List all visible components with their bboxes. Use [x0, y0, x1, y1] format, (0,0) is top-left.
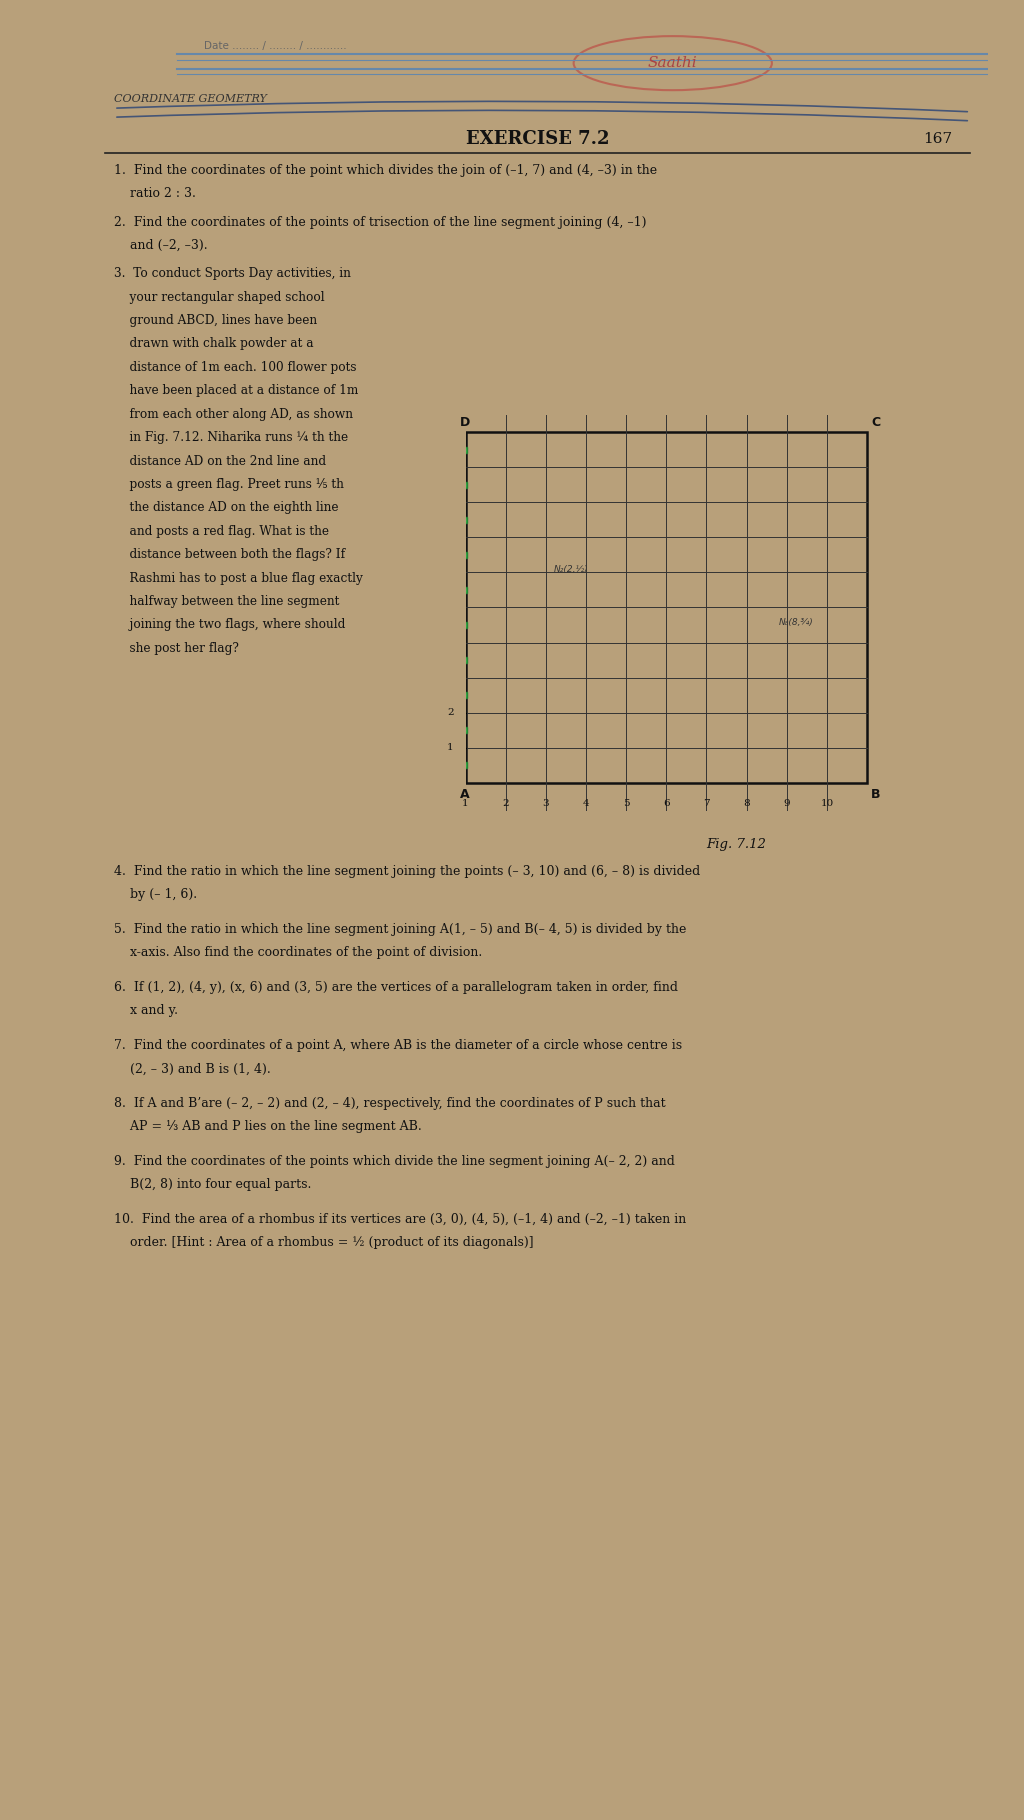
Text: 2.  Find the coordinates of the points of trisection of the line segment joining: 2. Find the coordinates of the points of…: [114, 215, 646, 229]
Text: drawn with chalk powder at a: drawn with chalk powder at a: [114, 337, 313, 351]
Text: halfway between the line segment: halfway between the line segment: [114, 595, 339, 608]
Text: 6.  If (1, 2), (4, y), (x, 6) and (3, 5) are the vertices of a parallelogram tak: 6. If (1, 2), (4, y), (x, 6) and (3, 5) …: [114, 981, 678, 994]
Text: distance of 1m each. 100 flower pots: distance of 1m each. 100 flower pots: [114, 360, 356, 373]
Text: and posts a red flag. What is the: and posts a red flag. What is the: [114, 524, 329, 537]
Text: D: D: [460, 415, 470, 428]
Text: 10: 10: [820, 799, 834, 808]
Text: joining the two flags, where should: joining the two flags, where should: [114, 619, 345, 632]
Text: 1: 1: [462, 799, 469, 808]
Text: N₈(8,¾): N₈(8,¾): [779, 619, 813, 626]
Text: Rashmi has to post a blue flag exactly: Rashmi has to post a blue flag exactly: [114, 571, 362, 584]
Text: posts a green flag. Preet runs ⅕ th: posts a green flag. Preet runs ⅕ th: [114, 479, 344, 491]
Text: 8.  If A and B’are (– 2, – 2) and (2, – 4), respectively, find the coordinates o: 8. If A and B’are (– 2, – 2) and (2, – 4…: [114, 1097, 666, 1110]
Text: in Fig. 7.12. Niharika runs ¼ th the: in Fig. 7.12. Niharika runs ¼ th the: [114, 431, 348, 444]
Text: 4.  Find the ratio in which the line segment joining the points (– 3, 10) and (6: 4. Find the ratio in which the line segm…: [114, 864, 700, 877]
Bar: [466, 431, 867, 783]
Text: B(2, 8) into four equal parts.: B(2, 8) into four equal parts.: [114, 1179, 311, 1192]
Text: from each other along AD, as shown: from each other along AD, as shown: [114, 408, 353, 420]
Text: 8: 8: [743, 799, 750, 808]
Text: 2: 2: [503, 799, 509, 808]
Text: the distance AD on the eighth line: the distance AD on the eighth line: [114, 501, 339, 515]
Text: distance between both the flags? If: distance between both the flags? If: [114, 548, 345, 561]
Text: by (– 1, 6).: by (– 1, 6).: [114, 888, 198, 901]
Text: AP = ⅓ AB and P lies on the line segment AB.: AP = ⅓ AB and P lies on the line segment…: [114, 1121, 422, 1134]
Text: 3.  To conduct Sports Day activities, in: 3. To conduct Sports Day activities, in: [114, 268, 351, 280]
Text: have been placed at a distance of 1m: have been placed at a distance of 1m: [114, 384, 358, 397]
Text: she post her flag?: she post her flag?: [114, 642, 239, 655]
Text: COORDINATE GEOMETRY: COORDINATE GEOMETRY: [114, 95, 267, 104]
Text: your rectangular shaped school: your rectangular shaped school: [114, 291, 325, 304]
Text: order. [Hint : Area of a rhombus = ½ (product of its diagonals)]: order. [Hint : Area of a rhombus = ½ (pr…: [114, 1236, 534, 1250]
Text: 167: 167: [923, 131, 952, 146]
Text: distance AD on the 2nd line and: distance AD on the 2nd line and: [114, 455, 327, 468]
Text: (2, – 3) and B is (1, 4).: (2, – 3) and B is (1, 4).: [114, 1063, 270, 1076]
Text: 10.  Find the area of a rhombus if its vertices are (3, 0), (4, 5), (–1, 4) and : 10. Find the area of a rhombus if its ve…: [114, 1214, 686, 1227]
Text: 5: 5: [623, 799, 630, 808]
Text: 9.  Find the coordinates of the points which divide the line segment joining A(–: 9. Find the coordinates of the points wh…: [114, 1156, 675, 1168]
Text: 9: 9: [783, 799, 791, 808]
Text: 2: 2: [446, 708, 454, 717]
Text: x-axis. Also find the coordinates of the point of division.: x-axis. Also find the coordinates of the…: [114, 946, 482, 959]
Text: Saathi: Saathi: [648, 56, 697, 71]
Text: 1: 1: [446, 743, 454, 752]
Text: EXERCISE 7.2: EXERCISE 7.2: [466, 129, 609, 147]
Text: 7: 7: [703, 799, 710, 808]
Text: x and y.: x and y.: [114, 1005, 178, 1017]
Text: ground ABCD, lines have been: ground ABCD, lines have been: [114, 315, 317, 328]
Text: B: B: [871, 788, 881, 801]
Text: A: A: [460, 788, 469, 801]
Text: C: C: [871, 415, 881, 428]
Text: 6: 6: [663, 799, 670, 808]
Text: 1.  Find the coordinates of the point which divides the join of (–1, 7) and (4, : 1. Find the coordinates of the point whi…: [114, 164, 657, 177]
Text: 5.  Find the ratio in which the line segment joining A(1, – 5) and B(– 4, 5) is : 5. Find the ratio in which the line segm…: [114, 923, 686, 935]
Text: 3: 3: [543, 799, 549, 808]
Text: 4: 4: [583, 799, 590, 808]
Text: N₂(2,½): N₂(2,½): [554, 566, 589, 575]
Text: 7.  Find the coordinates of a point A, where AB is the diameter of a circle whos: 7. Find the coordinates of a point A, wh…: [114, 1039, 682, 1052]
Text: and (–2, –3).: and (–2, –3).: [114, 238, 208, 251]
Text: ratio 2 : 3.: ratio 2 : 3.: [114, 187, 196, 200]
Text: Fig. 7.12: Fig. 7.12: [706, 837, 766, 852]
Text: Date ........ / ........ / ............: Date ........ / ........ / ............: [204, 40, 347, 51]
